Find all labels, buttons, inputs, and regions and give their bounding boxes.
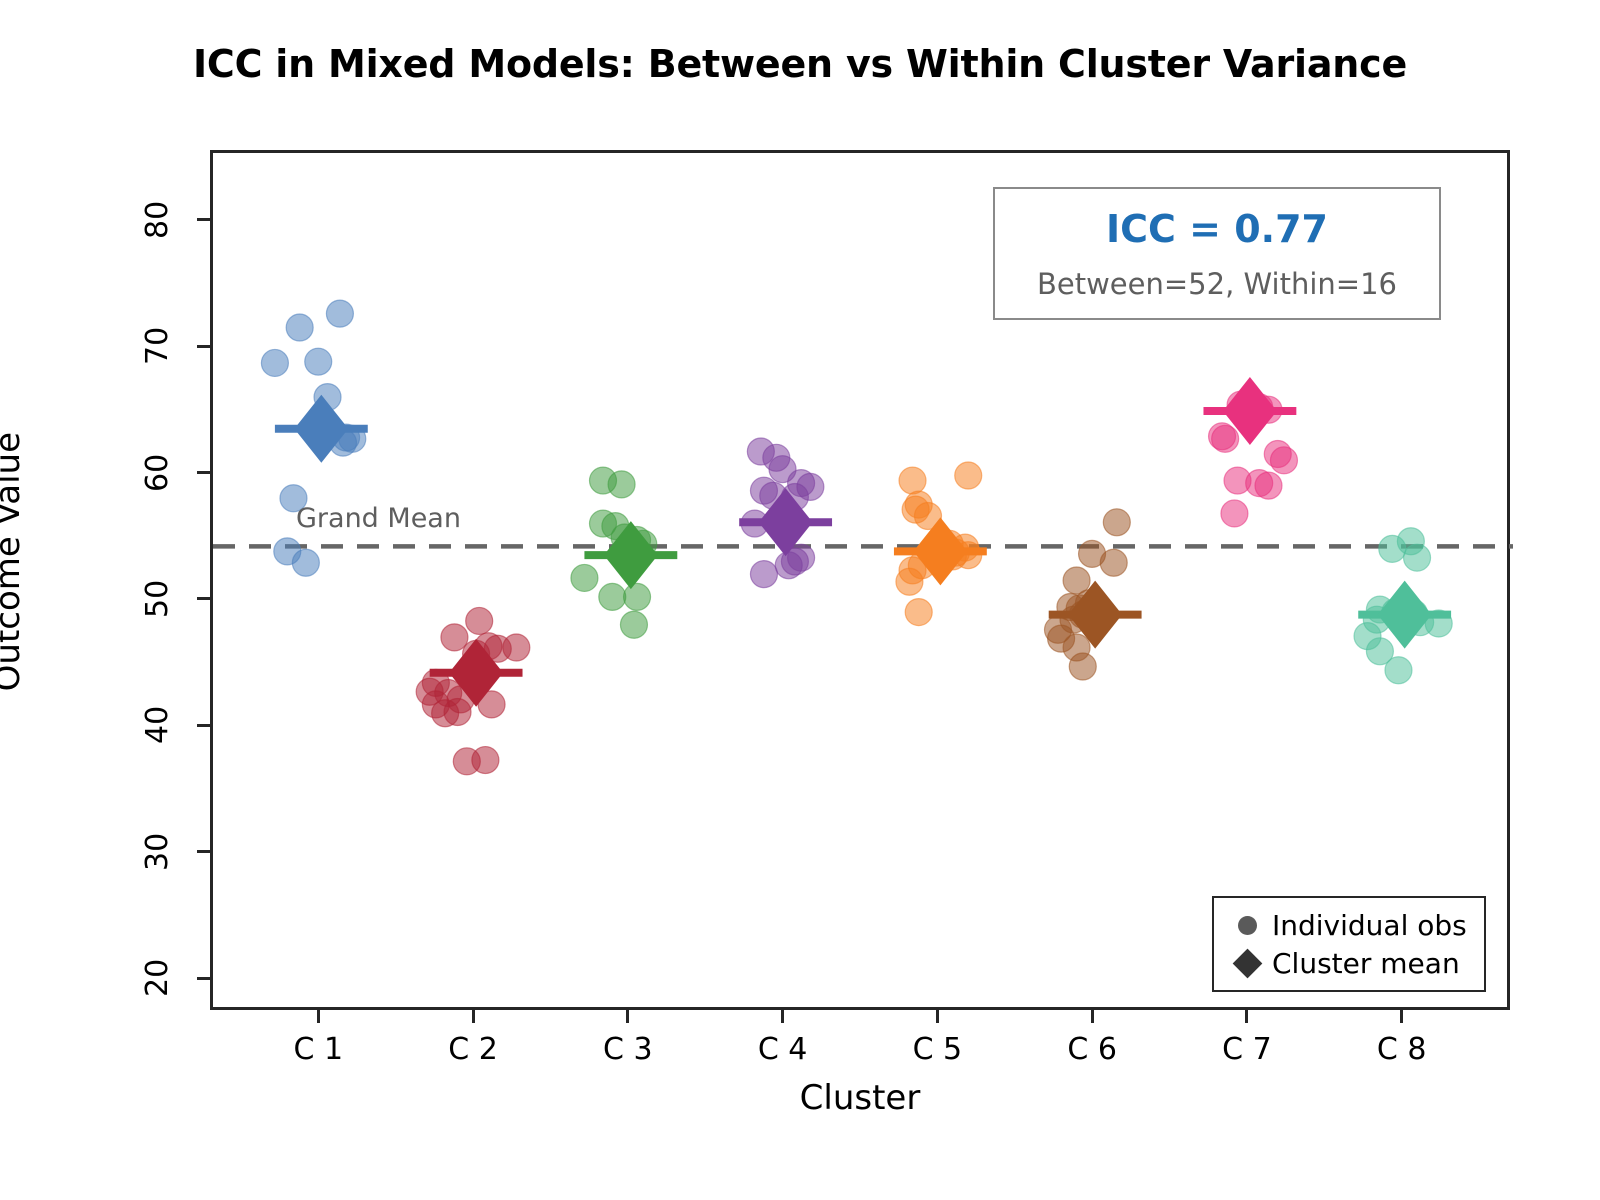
- legend-item-individual-obs: Individual obs: [1230, 906, 1470, 944]
- data-point: [1062, 566, 1091, 595]
- x-tick-mark: [935, 1010, 939, 1023]
- chart-legend: Individual obs Cluster mean: [1212, 896, 1486, 992]
- y-tick-label: 80: [140, 200, 175, 239]
- x-tick-label: C 4: [757, 1032, 808, 1067]
- diamond-marker-icon: [1230, 948, 1264, 978]
- icc-annotation-box: ICC = 0.77 Between=52, Within=16: [993, 187, 1441, 320]
- data-point: [1402, 543, 1432, 572]
- y-tick-mark: [197, 850, 210, 854]
- data-point: [1099, 548, 1128, 577]
- x-tick-label: C 8: [1376, 1032, 1427, 1067]
- cluster-group: [415, 606, 531, 776]
- y-tick-mark: [197, 723, 210, 727]
- data-point: [325, 299, 355, 328]
- circle-marker-icon: [1230, 915, 1264, 935]
- legend-label: Individual obs: [1272, 908, 1467, 942]
- cluster-group: [1043, 508, 1142, 681]
- y-tick-label: 30: [140, 832, 175, 871]
- x-tick-label: C 2: [448, 1032, 498, 1067]
- cluster-mean-marker: [1068, 580, 1123, 649]
- variance-components-label: Between=52, Within=16: [1036, 266, 1397, 301]
- cluster-group: [1353, 527, 1453, 685]
- data-point: [898, 466, 927, 495]
- x-tick-mark: [781, 1010, 785, 1023]
- x-tick-mark: [471, 1010, 475, 1023]
- x-tick-mark: [626, 1010, 630, 1023]
- data-point: [440, 623, 469, 652]
- data-point: [279, 484, 308, 513]
- y-tick-mark: [197, 218, 210, 222]
- page-title: ICC in Mixed Models: Between vs Within C…: [192, 42, 1408, 86]
- data-point: [477, 690, 506, 719]
- y-tick-label: 40: [140, 706, 175, 745]
- data-point: [1384, 656, 1413, 685]
- x-tick-label: C 7: [1222, 1032, 1272, 1067]
- data-point: [260, 348, 290, 378]
- x-tick-label: C 6: [1067, 1032, 1117, 1067]
- y-tick-mark: [197, 976, 210, 980]
- data-point: [1068, 652, 1097, 681]
- x-tick-label: C 5: [912, 1032, 963, 1067]
- data-point: [304, 347, 333, 376]
- data-point: [622, 582, 652, 612]
- data-point: [954, 461, 983, 490]
- legend-item-cluster-mean: Cluster mean: [1230, 944, 1470, 982]
- data-point: [1378, 534, 1407, 563]
- data-point: [1254, 471, 1283, 500]
- y-tick-mark: [197, 471, 210, 474]
- data-point: [465, 606, 494, 636]
- grand-mean-annotation: Grand Mean: [296, 503, 461, 534]
- y-tick-label: 50: [140, 579, 175, 619]
- data-point: [895, 567, 924, 596]
- x-tick-mark: [316, 1010, 320, 1023]
- cluster-group: [893, 461, 987, 627]
- cluster-mean-marker: [1222, 377, 1277, 445]
- cluster-group: [260, 299, 368, 577]
- data-point: [1365, 637, 1395, 666]
- data-point: [607, 470, 636, 499]
- cluster-group: [570, 466, 678, 639]
- scatter-plot-canvas: [213, 299, 1513, 776]
- data-point: [598, 582, 627, 612]
- data-point: [904, 597, 933, 627]
- x-tick-label: C 1: [293, 1032, 344, 1067]
- data-point: [291, 548, 320, 577]
- cluster-mean-marker: [294, 394, 349, 463]
- data-point: [913, 501, 943, 531]
- data-point: [471, 745, 500, 775]
- cluster-group: [739, 437, 833, 589]
- data-point: [774, 551, 803, 580]
- data-point: [285, 313, 314, 342]
- y-tick-label: 60: [140, 453, 175, 492]
- cluster-group: [1203, 377, 1299, 528]
- data-point: [502, 633, 531, 662]
- data-point: [1102, 508, 1131, 537]
- cluster-mean-marker: [1377, 580, 1432, 649]
- cluster-mean-marker: [758, 488, 813, 557]
- cluster-mean-marker: [449, 638, 504, 707]
- data-point: [1220, 499, 1249, 528]
- x-tick-mark: [1400, 1010, 1404, 1023]
- x-axis-label: Cluster: [799, 1078, 921, 1118]
- y-tick-label: 20: [140, 959, 175, 998]
- legend-label: Cluster mean: [1272, 946, 1460, 980]
- cluster-mean-marker: [913, 517, 968, 586]
- data-point: [1269, 446, 1299, 475]
- data-point: [619, 610, 649, 639]
- data-point: [749, 560, 779, 589]
- icc-value-label: ICC = 0.77: [1106, 206, 1328, 251]
- y-tick-mark: [197, 344, 210, 348]
- x-tick-mark: [1245, 1010, 1249, 1023]
- y-tick-label: 70: [140, 326, 175, 366]
- x-tick-mark: [1090, 1010, 1094, 1023]
- data-point: [570, 563, 599, 593]
- data-point: [431, 699, 460, 728]
- data-point: [1211, 424, 1240, 453]
- x-tick-label: C 3: [603, 1032, 653, 1067]
- cluster-mean-marker: [603, 521, 658, 590]
- y-tick-mark: [197, 597, 210, 601]
